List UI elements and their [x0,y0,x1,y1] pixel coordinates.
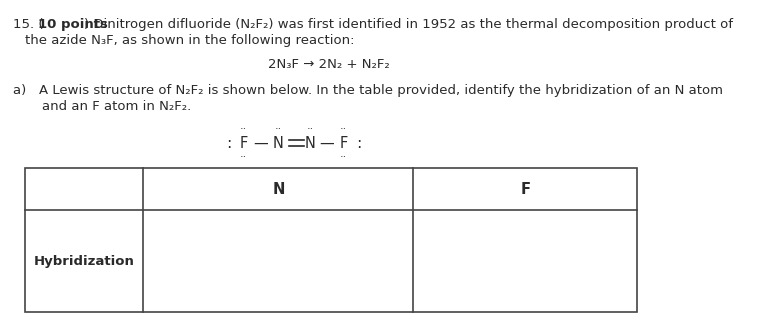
Text: F: F [520,183,530,197]
Text: ··: ·· [240,152,247,162]
Text: the azide N₃F, as shown in the following reaction:: the azide N₃F, as shown in the following… [25,34,355,47]
Text: ··: ·· [340,152,347,162]
Text: ··: ·· [340,124,347,134]
Text: F: F [239,135,248,151]
Text: 15. (: 15. ( [12,18,43,31]
Text: ) Dinitrogen difluoride (N₂F₂) was first identified in 1952 as the thermal decom: ) Dinitrogen difluoride (N₂F₂) was first… [84,18,733,31]
Text: :: : [226,135,232,151]
Text: N: N [305,135,316,151]
Text: —: — [254,135,268,151]
Text: —: — [319,135,334,151]
Text: 10 points: 10 points [38,18,108,31]
Text: 2N₃F → 2N₂ + N₂F₂: 2N₃F → 2N₂ + N₂F₂ [268,58,390,71]
Text: ··: ·· [240,124,247,134]
Text: a)   A Lewis structure of N₂F₂ is shown below. In the table provided, identify t: a) A Lewis structure of N₂F₂ is shown be… [12,84,722,97]
Text: N: N [273,135,284,151]
Text: ··: ·· [275,124,282,134]
Text: :: : [356,135,361,151]
Text: and an F atom in N₂F₂.: and an F atom in N₂F₂. [42,100,191,113]
Text: Hybridization: Hybridization [34,256,135,268]
Text: ··: ·· [307,124,314,134]
Text: F: F [339,135,347,151]
Bar [25,168,637,312]
Text: N: N [272,183,285,197]
